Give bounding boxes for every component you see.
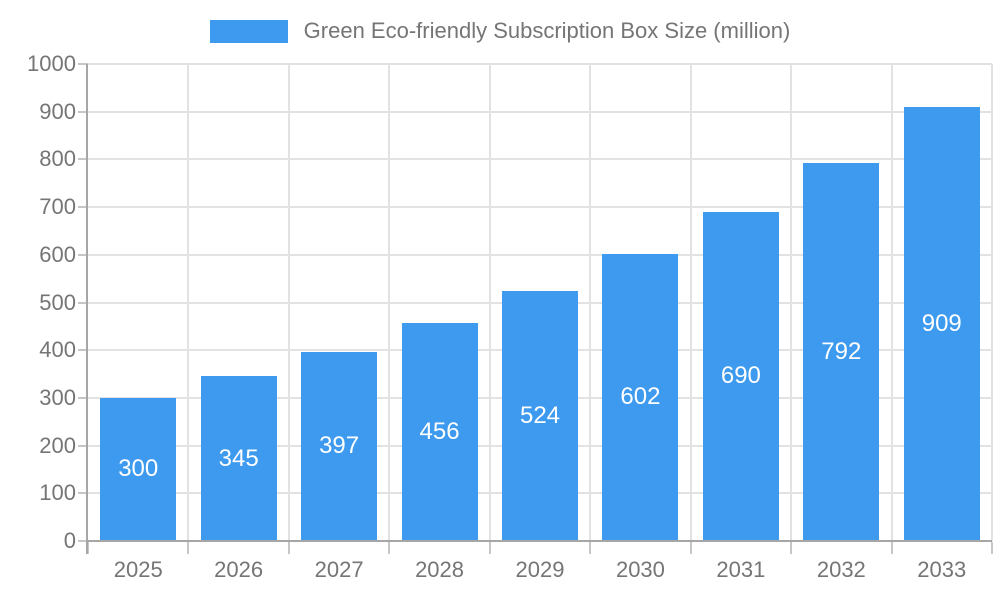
bar[interactable] [200, 376, 277, 541]
x-axis-tick [790, 542, 793, 554]
y-axis-line [86, 64, 88, 554]
bar-value-label: 909 [921, 310, 962, 338]
legend-label: Green Eco-friendly Subscription Box Size… [303, 18, 791, 43]
y-tick-label: 700 [39, 194, 76, 220]
x-tick-label: 2029 [515, 557, 565, 582]
y-tick-label: 1000 [27, 51, 76, 76]
x-axis-tick [187, 542, 190, 554]
x-axis-tick [589, 542, 592, 554]
legend-item[interactable]: Green Eco-friendly Subscription Box Size… [209, 18, 791, 44]
y-tick-label: 500 [39, 289, 76, 315]
bar[interactable] [301, 351, 378, 541]
y-axis-tick [78, 253, 88, 256]
gridline-horizontal [88, 110, 992, 113]
y-axis-tick [78, 206, 88, 209]
plot-area: 300 345 397 456 524 602 690 792 909 [88, 63, 993, 541]
y-axis-tick [78, 349, 88, 352]
y-axis-tick [78, 110, 88, 113]
gridline-vertical [488, 64, 491, 541]
x-axis-tick [689, 542, 692, 554]
bar[interactable] [401, 323, 478, 541]
gridline-horizontal [88, 253, 992, 256]
x-tick-label: 2031 [716, 557, 766, 582]
y-tick-label: 600 [39, 241, 76, 267]
y-tick-label: 300 [39, 384, 76, 410]
gridline-horizontal [88, 158, 992, 161]
x-axis-line [88, 540, 992, 542]
y-axis-tick [78, 540, 88, 542]
bar[interactable] [602, 253, 679, 541]
gridline-vertical [790, 64, 793, 541]
x-axis-tick [991, 542, 993, 554]
x-axis-tick [890, 542, 893, 554]
bar-value-label: 300 [118, 455, 159, 483]
x-tick-label: 2027 [314, 557, 364, 582]
gridline-vertical [187, 64, 190, 541]
bar-value-label: 792 [821, 338, 862, 366]
y-tick-label: 900 [39, 98, 76, 124]
bar-value-label: 345 [218, 444, 259, 472]
bar[interactable] [502, 291, 578, 541]
bar-value-label: 456 [419, 418, 460, 446]
bar[interactable] [803, 163, 880, 541]
x-tick-label: 2032 [816, 557, 866, 582]
x-tick-label: 2026 [214, 557, 264, 582]
y-axis-tick [78, 492, 88, 495]
bar-value-label: 524 [519, 402, 561, 430]
y-tick-label: 400 [39, 337, 76, 363]
y-axis-tick [78, 301, 88, 304]
x-axis-tick [87, 542, 89, 554]
x-axis-tick [287, 542, 290, 554]
legend-swatch [209, 19, 288, 43]
y-axis-tick [78, 158, 88, 161]
bar[interactable] [100, 397, 177, 541]
gridline-vertical [991, 64, 993, 541]
y-tick-label: 0 [63, 528, 76, 553]
bar[interactable] [903, 107, 980, 541]
x-axis-tick [388, 542, 391, 554]
gridline-horizontal [88, 63, 992, 65]
y-tick-label: 200 [39, 432, 76, 458]
y-axis-tick [78, 63, 88, 65]
bar-value-label: 397 [319, 432, 360, 460]
gridline-horizontal [88, 206, 992, 209]
x-axis-tick [488, 542, 491, 554]
x-tick-label: 2028 [415, 557, 465, 582]
bar-value-label: 602 [620, 383, 661, 411]
bar[interactable] [702, 211, 779, 541]
x-tick-label: 2025 [113, 557, 163, 582]
legend: Green Eco-friendly Subscription Box Size… [0, 18, 1000, 44]
gridline-vertical [890, 64, 893, 541]
y-tick-label: 100 [39, 480, 76, 506]
x-tick-label: 2033 [917, 557, 967, 582]
y-axis-tick [78, 396, 88, 399]
bar-value-label: 690 [720, 362, 761, 390]
y-tick-label: 800 [39, 146, 76, 172]
gridline-vertical [689, 64, 692, 541]
y-axis-tick [78, 444, 88, 447]
gridline-vertical [589, 64, 592, 541]
gridline-vertical [388, 64, 391, 541]
x-tick-label: 2030 [615, 557, 665, 582]
gridline-vertical [287, 64, 290, 541]
